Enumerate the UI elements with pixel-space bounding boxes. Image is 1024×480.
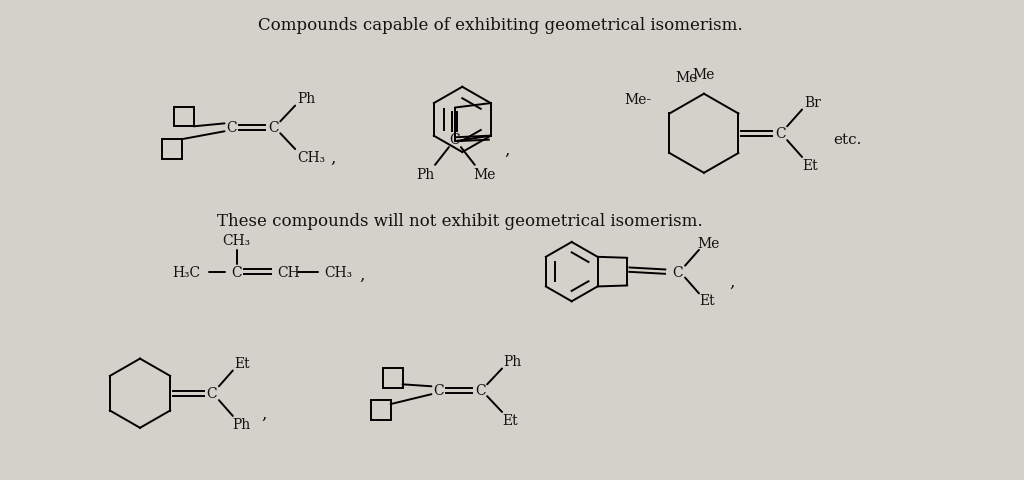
Text: Me: Me xyxy=(473,168,496,181)
Text: Ph: Ph xyxy=(232,417,251,431)
Text: C: C xyxy=(475,384,485,397)
Bar xyxy=(371,400,391,420)
Text: C: C xyxy=(450,133,460,147)
Text: Et: Et xyxy=(233,356,250,370)
Text: Et: Et xyxy=(699,294,715,308)
Text: Et: Et xyxy=(502,413,518,427)
Text: ,: , xyxy=(331,149,336,166)
Bar xyxy=(174,108,194,127)
Text: C: C xyxy=(268,121,279,135)
Text: C: C xyxy=(672,265,682,279)
Text: Br: Br xyxy=(805,96,821,109)
Bar xyxy=(383,369,402,388)
Text: CH: CH xyxy=(276,265,300,279)
Text: Me: Me xyxy=(693,68,715,82)
Text: Me: Me xyxy=(676,71,698,85)
Text: Compounds capable of exhibiting geometrical isomerism.: Compounds capable of exhibiting geometri… xyxy=(258,17,742,34)
Text: Et: Et xyxy=(802,158,818,172)
Text: C: C xyxy=(433,384,443,397)
Text: Me: Me xyxy=(697,237,720,251)
Text: ,: , xyxy=(729,274,734,290)
Text: CH₃: CH₃ xyxy=(297,151,326,165)
Text: Ph: Ph xyxy=(297,92,315,106)
Text: C: C xyxy=(207,386,217,400)
Text: These compounds will not exhibit geometrical isomerism.: These compounds will not exhibit geometr… xyxy=(217,212,703,229)
Text: Ph: Ph xyxy=(503,354,521,368)
Text: C: C xyxy=(231,265,242,279)
Bar xyxy=(162,140,182,160)
Text: etc.: etc. xyxy=(834,133,862,147)
Text: C: C xyxy=(775,127,785,141)
Text: ,: , xyxy=(504,141,509,158)
Text: ,: , xyxy=(359,266,365,284)
Text: CH₃: CH₃ xyxy=(324,265,352,279)
Text: ,: , xyxy=(261,405,266,421)
Text: H₃C: H₃C xyxy=(173,265,201,279)
Text: CH₃: CH₃ xyxy=(222,233,251,248)
Text: C: C xyxy=(226,121,237,135)
Text: Me-: Me- xyxy=(625,93,652,107)
Text: Ph: Ph xyxy=(416,168,434,181)
